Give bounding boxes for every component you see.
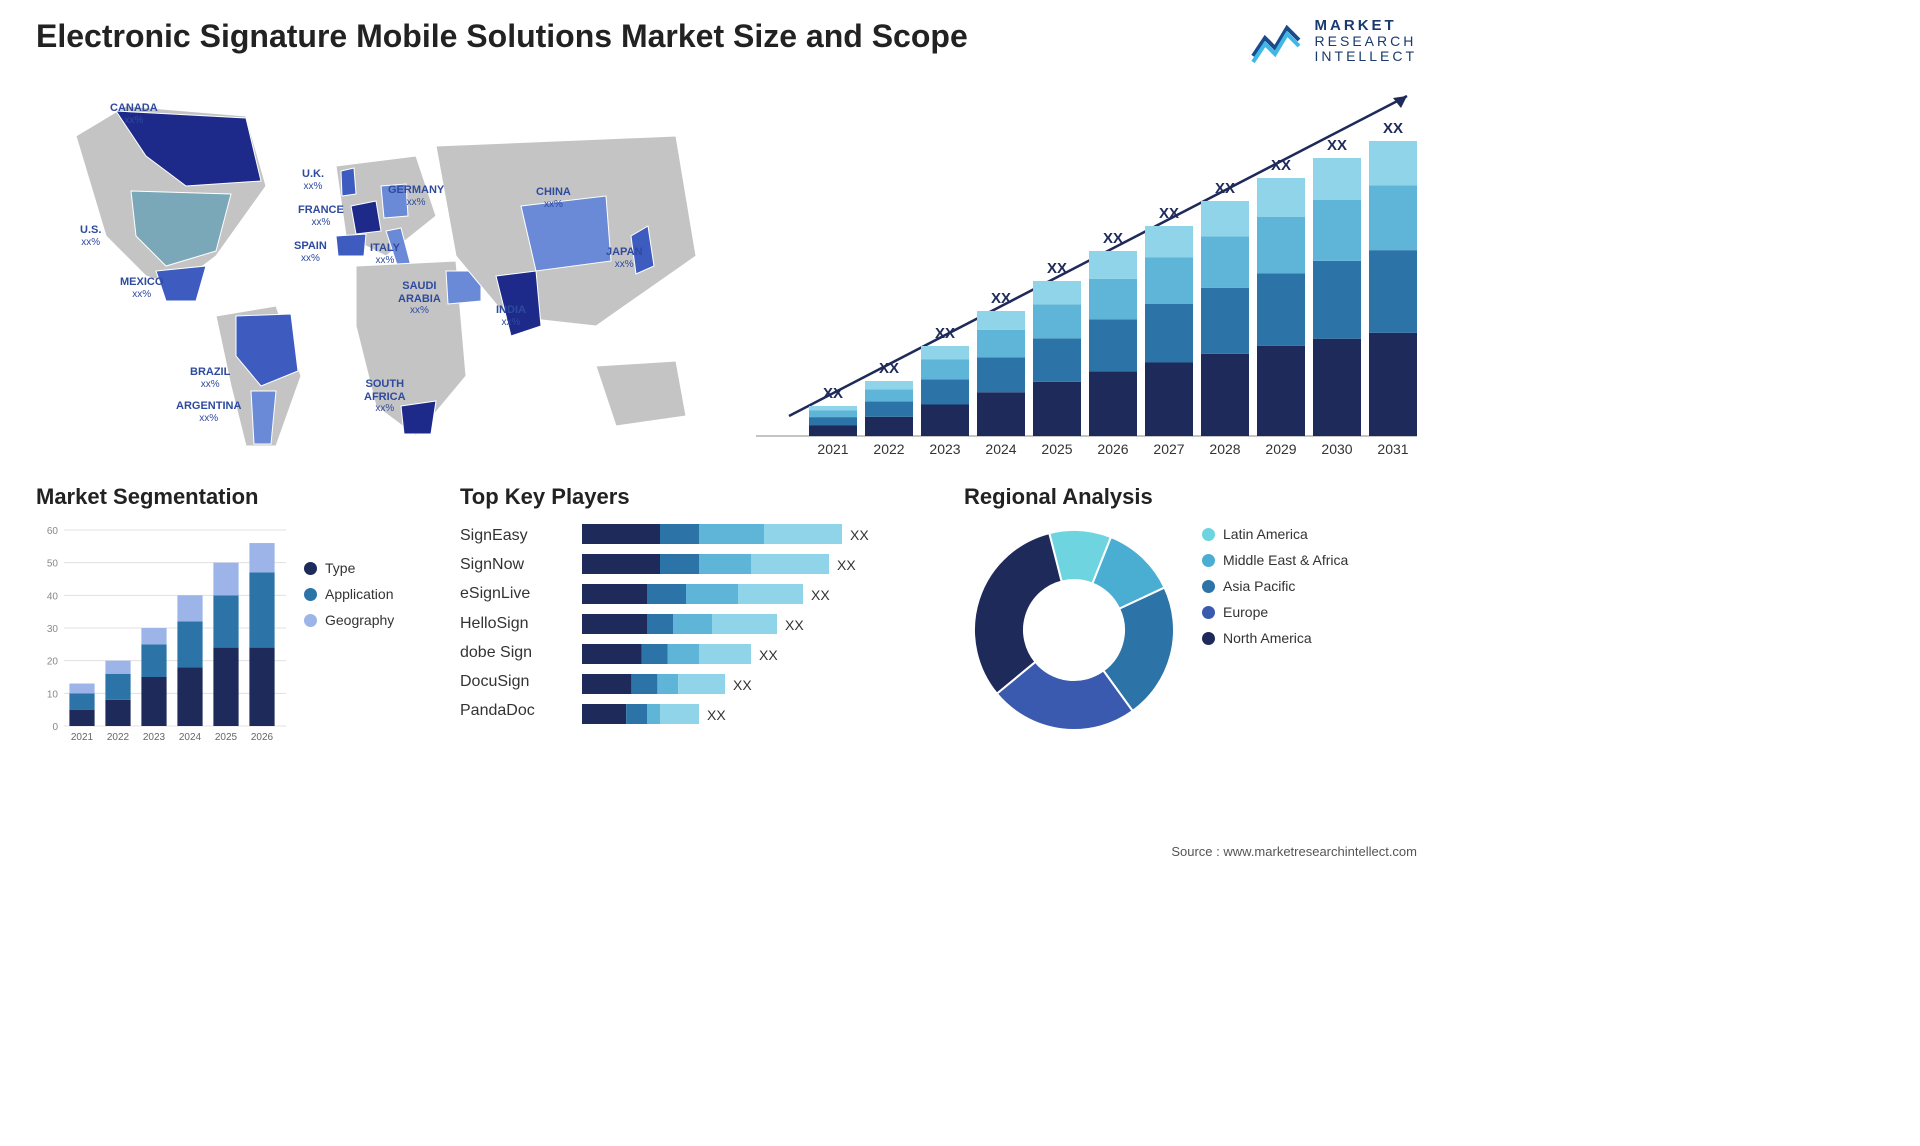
legend-item: Middle East & Africa xyxy=(1202,552,1417,568)
svg-text:0: 0 xyxy=(52,722,58,733)
map-country-label: BRAZILxx% xyxy=(190,366,230,390)
map-country-label: SPAINxx% xyxy=(294,240,327,264)
players-list: SignEasy SignNow eSignLive HelloSign dobe Si… xyxy=(460,520,570,750)
header: Electronic Signature Mobile Solutions Ma… xyxy=(0,0,1453,64)
page-title: Electronic Signature Mobile Solutions Ma… xyxy=(36,18,968,55)
logo-line1: MARKET xyxy=(1315,18,1417,34)
player-name: DocuSign xyxy=(460,672,570,691)
svg-text:XX: XX xyxy=(935,325,955,342)
legend-item: Type xyxy=(304,560,434,576)
svg-text:40: 40 xyxy=(47,591,59,602)
map-country-label: U.S.xx% xyxy=(80,224,101,248)
row-bottom: Market Segmentation 0 10 20 30 40 50 60 2021 202… xyxy=(0,466,1453,750)
svg-text:2022: 2022 xyxy=(873,441,904,457)
logo-text: MARKET RESEARCH INTELLECT xyxy=(1315,18,1417,63)
legend-item: Europe xyxy=(1202,604,1417,620)
svg-text:XX: XX xyxy=(1103,230,1123,247)
svg-text:XX: XX xyxy=(879,360,899,377)
map-country-label: ITALYxx% xyxy=(370,242,400,266)
segmentation-chart: 0 10 20 30 40 50 60 2021 2022 2023 2024 2025 2026 xyxy=(36,520,286,750)
segmentation-title: Market Segmentation xyxy=(36,484,436,510)
svg-text:2030: 2030 xyxy=(1321,441,1352,457)
world-map-panel: CANADAxx% U.S.xx% MEXICOxx% BRAZILxx% ARGENT… xyxy=(36,76,726,466)
legend-item: Latin America xyxy=(1202,526,1417,542)
svg-text:XX: XX xyxy=(850,527,869,543)
player-name: dobe Sign xyxy=(460,643,570,662)
segmentation-legend: Type Application Geography xyxy=(304,520,434,750)
legend-item: Geography xyxy=(304,612,434,628)
svg-text:2021: 2021 xyxy=(817,441,848,457)
svg-text:XX: XX xyxy=(1047,260,1067,277)
players-bar-chart: XX XX XX XX XX XX XX xyxy=(582,520,940,750)
top-players-title: Top Key Players xyxy=(460,484,940,510)
svg-text:2025: 2025 xyxy=(1041,441,1072,457)
svg-text:2027: 2027 xyxy=(1153,441,1184,457)
svg-text:10: 10 xyxy=(47,689,59,700)
svg-text:XX: XX xyxy=(707,707,726,723)
player-name: SignEasy xyxy=(460,526,570,545)
svg-text:XX: XX xyxy=(1159,205,1179,222)
forecast-chart-panel: XX 2021 XX 2022 XX 2023 XX 2024 XX 2025 XX 2026 XX 20… xyxy=(756,76,1417,466)
legend-item: Asia Pacific xyxy=(1202,578,1417,594)
svg-text:2029: 2029 xyxy=(1265,441,1296,457)
svg-text:2021: 2021 xyxy=(71,732,94,743)
svg-text:XX: XX xyxy=(1327,137,1347,154)
svg-text:30: 30 xyxy=(47,624,59,635)
svg-text:2023: 2023 xyxy=(143,732,166,743)
player-name: eSignLive xyxy=(460,584,570,603)
regional-panel: Regional Analysis Latin America Middle Ea… xyxy=(964,484,1417,750)
svg-text:XX: XX xyxy=(837,557,856,573)
svg-text:XX: XX xyxy=(811,587,830,603)
svg-text:2026: 2026 xyxy=(1097,441,1128,457)
map-country-label: ARGENTINAxx% xyxy=(176,400,241,424)
map-country-label: CHINAxx% xyxy=(536,186,571,210)
legend-item: Application xyxy=(304,586,434,602)
svg-text:2024: 2024 xyxy=(179,732,202,743)
svg-text:2031: 2031 xyxy=(1377,441,1408,457)
svg-text:XX: XX xyxy=(823,385,843,402)
map-country-label: SAUDIARABIAxx% xyxy=(398,280,441,317)
player-name: SignNow xyxy=(460,555,570,574)
logo-line3: INTELLECT xyxy=(1315,49,1417,64)
svg-text:XX: XX xyxy=(785,617,804,633)
legend-item: North America xyxy=(1202,630,1417,646)
source-attribution: Source : www.marketresearchintellect.com xyxy=(1171,844,1417,859)
svg-text:60: 60 xyxy=(47,526,59,537)
svg-text:XX: XX xyxy=(1215,180,1235,197)
regional-legend: Latin America Middle East & Africa Asia Pa… xyxy=(1202,520,1417,740)
svg-text:2023: 2023 xyxy=(929,441,960,457)
svg-text:50: 50 xyxy=(47,559,59,570)
map-country-label: INDIAxx% xyxy=(496,304,526,328)
top-players-panel: Top Key Players SignEasy SignNow eSignLive… xyxy=(460,484,940,750)
regional-title: Regional Analysis xyxy=(964,484,1417,510)
map-country-label: MEXICOxx% xyxy=(120,276,163,300)
forecast-bar-chart: XX 2021 XX 2022 XX 2023 XX 2024 XX 2025 XX 2026 XX 20… xyxy=(756,76,1417,466)
map-country-label: CANADAxx% xyxy=(110,102,158,126)
logo-mark-icon xyxy=(1249,18,1305,64)
svg-text:XX: XX xyxy=(759,647,778,663)
map-country-label: SOUTHAFRICAxx% xyxy=(364,378,406,415)
svg-text:2025: 2025 xyxy=(215,732,238,743)
player-name: HelloSign xyxy=(460,614,570,633)
svg-text:20: 20 xyxy=(47,657,59,668)
regional-donut-chart xyxy=(964,520,1184,740)
brand-logo: MARKET RESEARCH INTELLECT xyxy=(1249,18,1417,64)
segmentation-panel: Market Segmentation 0 10 20 30 40 50 60 2021 202… xyxy=(36,484,436,750)
player-name: PandaDoc xyxy=(460,701,570,720)
svg-text:XX: XX xyxy=(733,677,752,693)
svg-text:XX: XX xyxy=(1271,157,1291,174)
svg-text:XX: XX xyxy=(1383,120,1403,137)
map-country-label: GERMANYxx% xyxy=(388,184,444,208)
map-country-label: JAPANxx% xyxy=(606,246,642,270)
svg-text:XX: XX xyxy=(991,290,1011,307)
svg-text:2026: 2026 xyxy=(251,732,274,743)
svg-text:2024: 2024 xyxy=(985,441,1016,457)
map-country-label: U.K.xx% xyxy=(302,168,324,192)
svg-text:2022: 2022 xyxy=(107,732,130,743)
logo-line2: RESEARCH xyxy=(1315,34,1417,49)
map-country-label: FRANCExx% xyxy=(298,204,344,228)
svg-text:2028: 2028 xyxy=(1209,441,1240,457)
row-top: CANADAxx% U.S.xx% MEXICOxx% BRAZILxx% ARGENT… xyxy=(0,64,1453,466)
